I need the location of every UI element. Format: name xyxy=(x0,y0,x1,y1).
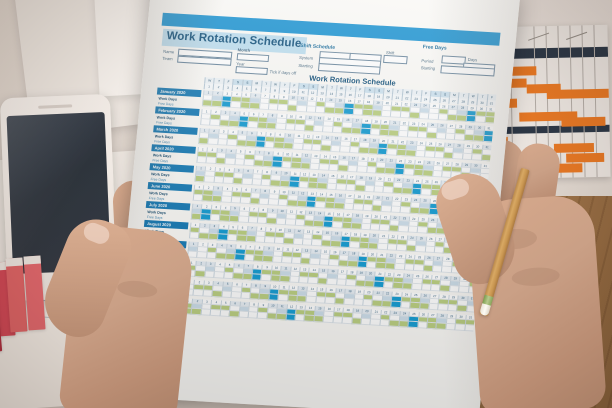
period-label: Period xyxy=(421,58,434,64)
free-starting-label: Starting xyxy=(420,65,436,71)
free-days-label: Free Days xyxy=(157,101,174,106)
left-hand xyxy=(30,178,221,408)
free-days-label: Free Days xyxy=(152,157,169,163)
system-label: System xyxy=(298,54,314,61)
free-days-label: Free Days xyxy=(154,138,171,144)
shift-field[interactable] xyxy=(383,54,408,65)
day-number-cell: 31 xyxy=(485,100,496,107)
name-label: Name xyxy=(162,48,175,55)
year-field[interactable] xyxy=(235,66,268,75)
starting-label: Starting xyxy=(298,62,314,69)
schedule-cell[interactable] xyxy=(482,136,493,142)
schedule-cell[interactable] xyxy=(484,117,495,124)
days-label: Days xyxy=(467,56,478,63)
right-hand xyxy=(428,145,612,408)
tick-note-label: Tick if days off xyxy=(269,69,297,76)
free-days-heading: Free Days xyxy=(422,44,447,52)
free-days-label: Free Days xyxy=(155,119,172,125)
month-label: Month xyxy=(237,47,251,53)
team-label: Team xyxy=(162,55,173,62)
free-days-label: Free Days xyxy=(150,176,167,182)
